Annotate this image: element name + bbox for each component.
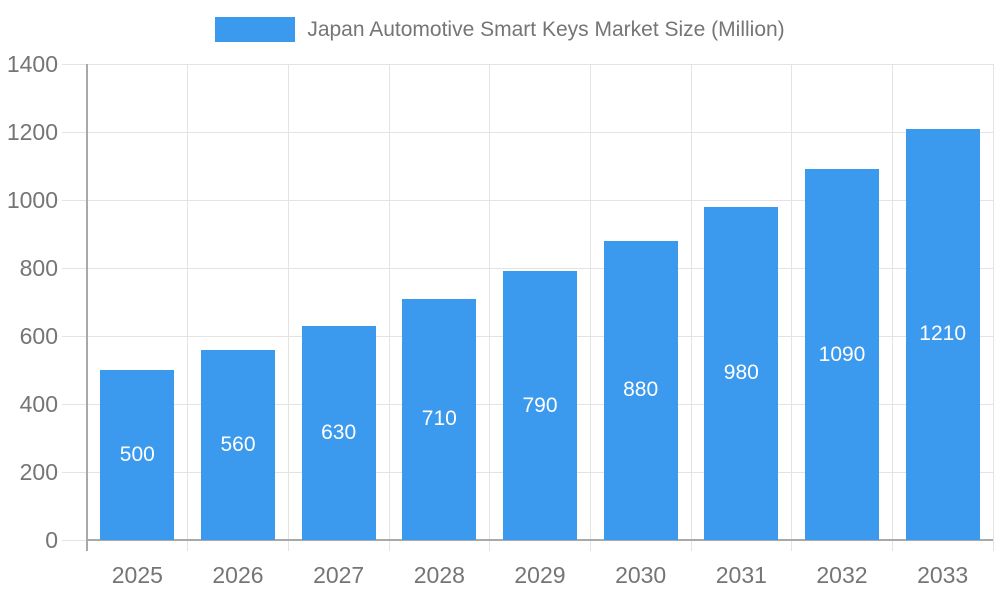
h-gridline — [62, 267, 993, 269]
x-axis-tick-label: 2033 — [917, 562, 969, 588]
bar-value-label: 710 — [421, 407, 457, 431]
x-axis-tick-label: 2026 — [212, 562, 264, 588]
x-axis-tick-label: 2025 — [111, 562, 163, 588]
y-axis-tick-label: 1200 — [6, 119, 58, 145]
v-gridline — [287, 64, 289, 551]
bar-value-label: 980 — [723, 361, 759, 385]
h-gridline — [62, 63, 993, 65]
y-axis-tick-label: 1400 — [6, 51, 58, 77]
x-axis-tick-label: 2030 — [615, 562, 667, 588]
bar-value-label: 630 — [321, 420, 357, 444]
y-axis-tick-label: 800 — [19, 255, 58, 281]
x-axis-tick-label: 2027 — [313, 562, 365, 588]
v-gridline — [589, 64, 591, 551]
v-gridline — [891, 64, 893, 551]
bar-value-label: 500 — [119, 443, 155, 466]
bar[interactable] — [100, 370, 175, 540]
v-gridline — [187, 64, 189, 551]
x-axis-tick-label: 2031 — [715, 562, 767, 588]
bar[interactable] — [905, 128, 980, 540]
x-axis-tick-label: 2032 — [816, 562, 868, 588]
x-axis-tick-label: 2028 — [413, 562, 465, 588]
x-axis-tick-label: 2029 — [514, 562, 566, 588]
bar-value-label: 560 — [220, 432, 256, 456]
bar[interactable] — [201, 349, 275, 540]
bar[interactable] — [301, 325, 376, 540]
bar-value-label: 1090 — [818, 342, 866, 366]
y-axis-tick-label: 1000 — [6, 187, 58, 213]
v-gridline — [690, 64, 692, 551]
legend-item[interactable]: Japan Automotive Smart Keys Market Size … — [0, 17, 1000, 42]
bar[interactable] — [603, 240, 678, 540]
h-gridline — [62, 199, 993, 201]
v-gridline — [388, 64, 390, 551]
v-gridline — [489, 64, 491, 551]
y-axis-tick-label: 600 — [19, 323, 58, 349]
bar[interactable] — [805, 169, 879, 540]
y-axis-tick-label: 0 — [45, 527, 58, 553]
y-axis-tick-label: 400 — [19, 391, 58, 417]
y-axis-line — [86, 64, 88, 551]
legend-swatch — [215, 17, 296, 42]
y-axis-tick-label: 200 — [19, 459, 58, 485]
x-axis-line — [86, 539, 993, 541]
bar[interactable] — [402, 298, 477, 540]
bar[interactable] — [503, 271, 577, 540]
h-gridline — [62, 539, 87, 541]
legend-label: Japan Automotive Smart Keys Market Size … — [307, 17, 785, 41]
bar-value-label: 790 — [522, 393, 558, 417]
v-gridline — [992, 64, 994, 551]
bar-value-label: 880 — [623, 378, 659, 402]
bar-value-label: 1210 — [919, 322, 967, 346]
bar[interactable] — [704, 206, 779, 540]
v-gridline — [791, 64, 793, 551]
h-gridline — [62, 131, 993, 133]
